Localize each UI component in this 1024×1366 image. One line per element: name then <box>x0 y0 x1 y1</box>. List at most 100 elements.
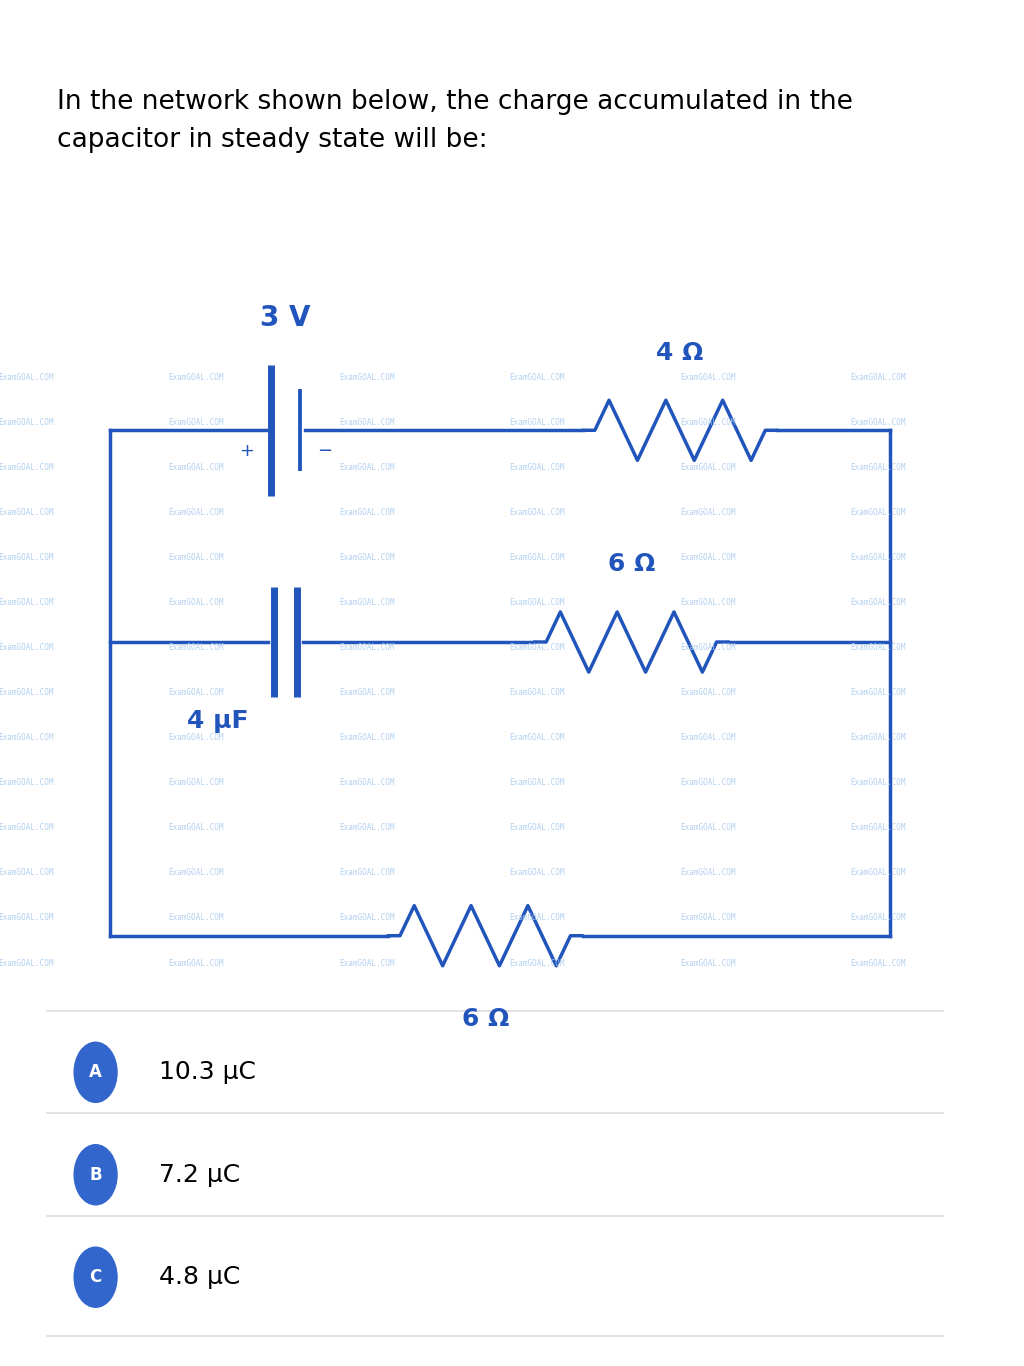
Text: ExamGOAL.COM: ExamGOAL.COM <box>339 779 394 787</box>
Text: ExamGOAL.COM: ExamGOAL.COM <box>0 688 53 697</box>
Text: 10.3 μC: 10.3 μC <box>159 1060 256 1085</box>
Text: ExamGOAL.COM: ExamGOAL.COM <box>169 373 224 381</box>
Text: ExamGOAL.COM: ExamGOAL.COM <box>169 734 224 742</box>
Text: 4.8 μC: 4.8 μC <box>159 1265 241 1290</box>
Text: ExamGOAL.COM: ExamGOAL.COM <box>851 734 906 742</box>
Text: ExamGOAL.COM: ExamGOAL.COM <box>169 643 224 652</box>
Text: ExamGOAL.COM: ExamGOAL.COM <box>510 418 565 426</box>
Text: ExamGOAL.COM: ExamGOAL.COM <box>0 959 53 967</box>
Text: ExamGOAL.COM: ExamGOAL.COM <box>510 688 565 697</box>
Text: ExamGOAL.COM: ExamGOAL.COM <box>339 734 394 742</box>
Text: ExamGOAL.COM: ExamGOAL.COM <box>851 508 906 516</box>
Text: ExamGOAL.COM: ExamGOAL.COM <box>680 734 735 742</box>
Text: ExamGOAL.COM: ExamGOAL.COM <box>339 914 394 922</box>
Text: ExamGOAL.COM: ExamGOAL.COM <box>339 598 394 607</box>
Circle shape <box>74 1247 117 1307</box>
Text: ExamGOAL.COM: ExamGOAL.COM <box>680 959 735 967</box>
Text: ExamGOAL.COM: ExamGOAL.COM <box>0 418 53 426</box>
Text: ExamGOAL.COM: ExamGOAL.COM <box>169 869 224 877</box>
Text: ExamGOAL.COM: ExamGOAL.COM <box>510 959 565 967</box>
Text: ExamGOAL.COM: ExamGOAL.COM <box>0 598 53 607</box>
Text: ExamGOAL.COM: ExamGOAL.COM <box>510 869 565 877</box>
Text: ExamGOAL.COM: ExamGOAL.COM <box>169 598 224 607</box>
Text: ExamGOAL.COM: ExamGOAL.COM <box>339 688 394 697</box>
Text: ExamGOAL.COM: ExamGOAL.COM <box>510 779 565 787</box>
Text: In the network shown below, the charge accumulated in the
capacitor in steady st: In the network shown below, the charge a… <box>56 89 853 153</box>
Text: ExamGOAL.COM: ExamGOAL.COM <box>339 373 394 381</box>
Text: ExamGOAL.COM: ExamGOAL.COM <box>0 779 53 787</box>
Text: ExamGOAL.COM: ExamGOAL.COM <box>680 508 735 516</box>
Text: ExamGOAL.COM: ExamGOAL.COM <box>851 824 906 832</box>
Text: ExamGOAL.COM: ExamGOAL.COM <box>0 508 53 516</box>
Text: ExamGOAL.COM: ExamGOAL.COM <box>510 508 565 516</box>
Text: ExamGOAL.COM: ExamGOAL.COM <box>680 824 735 832</box>
Text: ExamGOAL.COM: ExamGOAL.COM <box>0 734 53 742</box>
Text: ExamGOAL.COM: ExamGOAL.COM <box>510 643 565 652</box>
Text: 4 Ω: 4 Ω <box>656 340 703 365</box>
Text: 6 Ω: 6 Ω <box>607 552 655 576</box>
Text: ExamGOAL.COM: ExamGOAL.COM <box>851 643 906 652</box>
Text: ExamGOAL.COM: ExamGOAL.COM <box>851 598 906 607</box>
Text: ExamGOAL.COM: ExamGOAL.COM <box>169 914 224 922</box>
Text: A: A <box>89 1063 102 1082</box>
Text: ExamGOAL.COM: ExamGOAL.COM <box>680 914 735 922</box>
Circle shape <box>74 1042 117 1102</box>
Text: C: C <box>89 1268 101 1287</box>
Text: ExamGOAL.COM: ExamGOAL.COM <box>680 418 735 426</box>
Text: ExamGOAL.COM: ExamGOAL.COM <box>510 914 565 922</box>
Text: ExamGOAL.COM: ExamGOAL.COM <box>510 824 565 832</box>
Text: ExamGOAL.COM: ExamGOAL.COM <box>169 418 224 426</box>
Text: ExamGOAL.COM: ExamGOAL.COM <box>169 779 224 787</box>
Text: ExamGOAL.COM: ExamGOAL.COM <box>0 373 53 381</box>
Text: ExamGOAL.COM: ExamGOAL.COM <box>680 598 735 607</box>
Text: ExamGOAL.COM: ExamGOAL.COM <box>510 734 565 742</box>
Text: ExamGOAL.COM: ExamGOAL.COM <box>169 508 224 516</box>
Text: 7.2 μC: 7.2 μC <box>159 1162 240 1187</box>
Text: ExamGOAL.COM: ExamGOAL.COM <box>680 553 735 561</box>
Text: ExamGOAL.COM: ExamGOAL.COM <box>851 418 906 426</box>
Text: 4 μF: 4 μF <box>186 709 248 734</box>
Text: 6 Ω: 6 Ω <box>462 1007 509 1031</box>
Text: ExamGOAL.COM: ExamGOAL.COM <box>0 914 53 922</box>
Text: ExamGOAL.COM: ExamGOAL.COM <box>680 779 735 787</box>
Text: ExamGOAL.COM: ExamGOAL.COM <box>339 553 394 561</box>
Text: ExamGOAL.COM: ExamGOAL.COM <box>339 418 394 426</box>
Text: +: + <box>239 441 254 460</box>
Text: ExamGOAL.COM: ExamGOAL.COM <box>851 463 906 471</box>
Text: ExamGOAL.COM: ExamGOAL.COM <box>680 463 735 471</box>
Text: ExamGOAL.COM: ExamGOAL.COM <box>851 869 906 877</box>
Text: ExamGOAL.COM: ExamGOAL.COM <box>0 553 53 561</box>
Text: ExamGOAL.COM: ExamGOAL.COM <box>510 553 565 561</box>
Text: ExamGOAL.COM: ExamGOAL.COM <box>169 824 224 832</box>
Text: 3 V: 3 V <box>260 305 311 332</box>
Text: ExamGOAL.COM: ExamGOAL.COM <box>851 688 906 697</box>
Text: −: − <box>317 441 332 460</box>
Text: ExamGOAL.COM: ExamGOAL.COM <box>339 959 394 967</box>
Text: ExamGOAL.COM: ExamGOAL.COM <box>169 688 224 697</box>
Text: B: B <box>89 1165 102 1184</box>
Text: ExamGOAL.COM: ExamGOAL.COM <box>851 553 906 561</box>
Text: ExamGOAL.COM: ExamGOAL.COM <box>169 959 224 967</box>
Text: ExamGOAL.COM: ExamGOAL.COM <box>169 553 224 561</box>
Text: ExamGOAL.COM: ExamGOAL.COM <box>680 688 735 697</box>
Text: ExamGOAL.COM: ExamGOAL.COM <box>510 373 565 381</box>
Text: ExamGOAL.COM: ExamGOAL.COM <box>851 373 906 381</box>
Text: ExamGOAL.COM: ExamGOAL.COM <box>339 508 394 516</box>
Text: ExamGOAL.COM: ExamGOAL.COM <box>0 643 53 652</box>
Text: ExamGOAL.COM: ExamGOAL.COM <box>510 463 565 471</box>
Text: ExamGOAL.COM: ExamGOAL.COM <box>339 824 394 832</box>
Text: ExamGOAL.COM: ExamGOAL.COM <box>510 598 565 607</box>
Text: ExamGOAL.COM: ExamGOAL.COM <box>339 643 394 652</box>
Text: ExamGOAL.COM: ExamGOAL.COM <box>0 869 53 877</box>
Text: ExamGOAL.COM: ExamGOAL.COM <box>0 463 53 471</box>
Text: ExamGOAL.COM: ExamGOAL.COM <box>339 869 394 877</box>
Text: ExamGOAL.COM: ExamGOAL.COM <box>0 824 53 832</box>
Text: ExamGOAL.COM: ExamGOAL.COM <box>851 959 906 967</box>
Text: ExamGOAL.COM: ExamGOAL.COM <box>339 463 394 471</box>
Text: ExamGOAL.COM: ExamGOAL.COM <box>851 914 906 922</box>
Text: ExamGOAL.COM: ExamGOAL.COM <box>851 779 906 787</box>
Text: ExamGOAL.COM: ExamGOAL.COM <box>680 869 735 877</box>
Text: ExamGOAL.COM: ExamGOAL.COM <box>680 373 735 381</box>
Text: ExamGOAL.COM: ExamGOAL.COM <box>680 643 735 652</box>
Text: ExamGOAL.COM: ExamGOAL.COM <box>169 463 224 471</box>
